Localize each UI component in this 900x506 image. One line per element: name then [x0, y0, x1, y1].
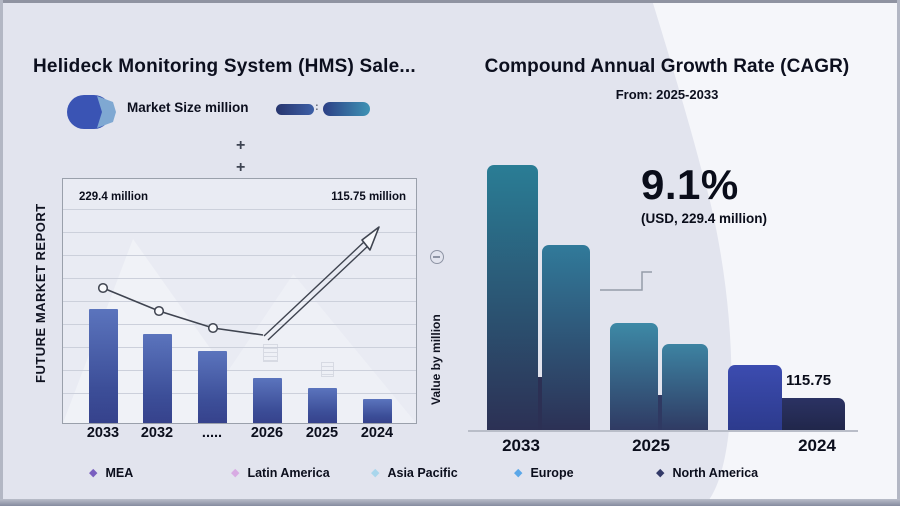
left-chart-bar	[253, 378, 282, 423]
legend-item-north-america: ◆ North America	[656, 464, 758, 482]
step-bracket-line	[600, 271, 652, 291]
diamond-icon: ◆	[514, 466, 523, 479]
right-header: Compound Annual Growth Rate (CAGR) From:…	[452, 56, 882, 102]
plus-mark: +	[236, 137, 246, 154]
market-size-label: Market Size million	[127, 100, 249, 115]
left-chart-bar	[89, 309, 118, 423]
x-label: 2024	[798, 436, 836, 455]
annotation-left: 229.4 million	[79, 191, 149, 203]
frame-bottom	[0, 499, 900, 506]
left-chart-bar	[198, 351, 227, 423]
x-label: 2033	[86, 425, 120, 441]
bar-group-2024	[728, 365, 845, 432]
legend-item-europe: ◆ Europe	[514, 464, 574, 482]
x-label: 2033	[502, 436, 540, 455]
gridline	[63, 347, 416, 348]
cagr-note: (USD, 229.4 million)	[641, 211, 768, 226]
gridline	[63, 370, 416, 371]
secondary-bar	[542, 245, 590, 432]
x-label: 2025	[632, 436, 670, 455]
cagr-title: Compound Annual Growth Rate (CAGR)	[484, 56, 850, 77]
cylinder-icon	[67, 95, 116, 129]
x-label: 2032	[140, 425, 174, 441]
legend-label: North America	[672, 466, 759, 480]
x-label: .....	[201, 425, 223, 441]
gridline	[63, 301, 416, 302]
diamond-icon: ◆	[656, 466, 665, 479]
left-chart-panel: 229.4 million 115.75 million	[62, 178, 417, 424]
side-label-vertical: FUTURE MARKET REPORT	[33, 203, 48, 383]
cagr-value: 9.1%	[641, 161, 739, 208]
primary-bar	[728, 365, 782, 432]
left-chart-bar	[308, 388, 337, 423]
gradient-pill-large	[323, 102, 370, 116]
x-label: 2026	[250, 425, 284, 441]
legend-item-asia-pacific: ◆ Asia Pacific	[371, 464, 458, 482]
gridline	[63, 255, 416, 256]
secondary-bar	[782, 398, 845, 432]
page-title: Helideck Monitoring System (HMS) Sale...	[33, 56, 416, 77]
plus-mark: +	[236, 159, 246, 176]
diamond-icon: ◆	[89, 466, 98, 479]
diamond-icon: ◆	[231, 466, 240, 479]
gradient-pill-small	[276, 104, 314, 115]
bar-group-2033	[487, 165, 590, 432]
legend-item-mea: ◆ MEA	[89, 464, 133, 482]
gridline	[63, 324, 416, 325]
annotation-right: 115.75 million	[331, 191, 406, 203]
data-label-2024: 115.75	[786, 372, 832, 389]
diamond-icon: ◆	[371, 466, 380, 479]
gridline	[63, 278, 416, 279]
cagr-subtitle: From: 2025-2033	[615, 87, 719, 102]
left-chart-bar	[143, 334, 172, 423]
left-chart-bar	[363, 399, 392, 423]
secondary-bar	[662, 344, 708, 432]
circle-minus-icon	[430, 250, 444, 264]
bar-merge	[538, 377, 542, 432]
primary-bar	[487, 165, 538, 432]
frame-left	[0, 0, 3, 506]
x-label: 2025	[305, 425, 339, 441]
legend-label: MEA	[105, 466, 134, 480]
trend-line-arrow	[97, 226, 380, 341]
bar-merge	[658, 395, 662, 432]
value-axis-label: Value by million	[429, 314, 443, 406]
bar-group-2025	[610, 323, 708, 432]
gridline	[63, 393, 416, 394]
watermark-clipboard-icon	[263, 344, 278, 362]
legend-label: Europe	[530, 466, 574, 480]
primary-bar	[610, 323, 658, 432]
legend-label: Asia Pacific	[387, 466, 458, 480]
x-axis-line	[468, 430, 858, 432]
frame-top	[0, 0, 900, 3]
gridline	[63, 209, 416, 210]
watermark-clipboard-icon	[321, 362, 334, 377]
pill-separator: :	[315, 101, 319, 113]
legend-item-latin-america: ◆ Latin America	[231, 464, 330, 482]
legend-label: Latin America	[247, 466, 330, 480]
x-label: 2024	[360, 425, 394, 441]
frame-right	[897, 0, 900, 506]
gridline	[63, 232, 416, 233]
